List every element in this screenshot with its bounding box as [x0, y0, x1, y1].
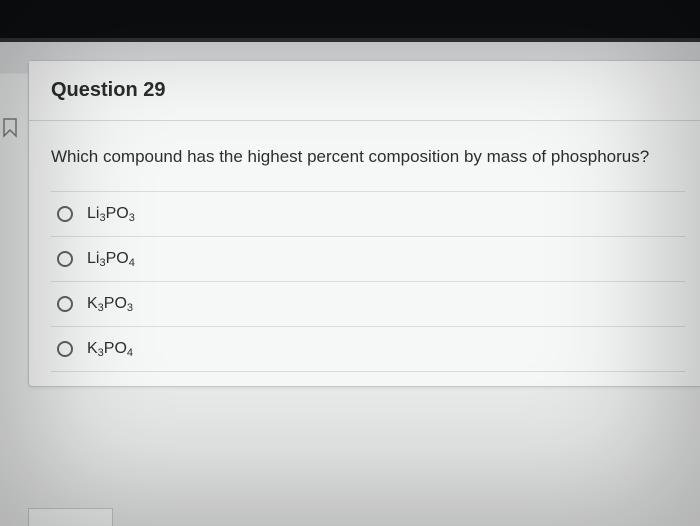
radio-icon[interactable]: [57, 206, 73, 222]
formula-subscript: 3: [99, 257, 105, 269]
option-row[interactable]: Li3PO3: [51, 192, 685, 237]
formula-subscript: 3: [98, 302, 104, 314]
option-label: K3PO3: [87, 295, 133, 313]
option-label: K3PO4: [87, 340, 133, 358]
option-label: Li3PO3: [87, 205, 135, 223]
formula-part: PO: [104, 295, 127, 313]
content-area: Question 29 Which compound has the highe…: [20, 60, 700, 506]
formula-subscript: 3: [99, 212, 105, 224]
formula-part: K: [87, 295, 98, 313]
formula-subscript: 4: [127, 347, 133, 359]
monitor-bezel: [0, 0, 700, 42]
radio-icon[interactable]: [57, 296, 73, 312]
formula-part: PO: [106, 250, 129, 268]
formula-part: PO: [106, 205, 129, 223]
formula-part: K: [87, 340, 98, 358]
partial-box: [28, 508, 113, 526]
question-card: Question 29 Which compound has the highe…: [28, 60, 700, 387]
bookmark-icon[interactable]: [2, 118, 18, 138]
formula-part: Li: [87, 250, 99, 268]
formula-subscript: 3: [127, 302, 133, 314]
question-header: Question 29: [29, 61, 700, 121]
option-row[interactable]: Li3PO4: [51, 237, 685, 282]
formula-part: Li: [87, 205, 99, 223]
radio-icon[interactable]: [57, 251, 73, 267]
option-label: Li3PO4: [87, 250, 135, 268]
option-row[interactable]: K3PO4: [51, 327, 685, 372]
formula-subscript: 3: [98, 347, 104, 359]
options-list: Li3PO3 Li3PO4 K3PO3: [51, 191, 685, 372]
question-body: Which compound has the highest percent c…: [29, 121, 700, 386]
formula-part: PO: [104, 340, 127, 358]
question-title: Question 29: [51, 79, 685, 102]
option-row[interactable]: K3PO3: [51, 282, 685, 327]
question-prompt: Which compound has the highest percent c…: [51, 145, 685, 169]
formula-subscript: 3: [129, 212, 135, 224]
formula-subscript: 4: [129, 257, 135, 269]
radio-icon[interactable]: [57, 341, 73, 357]
